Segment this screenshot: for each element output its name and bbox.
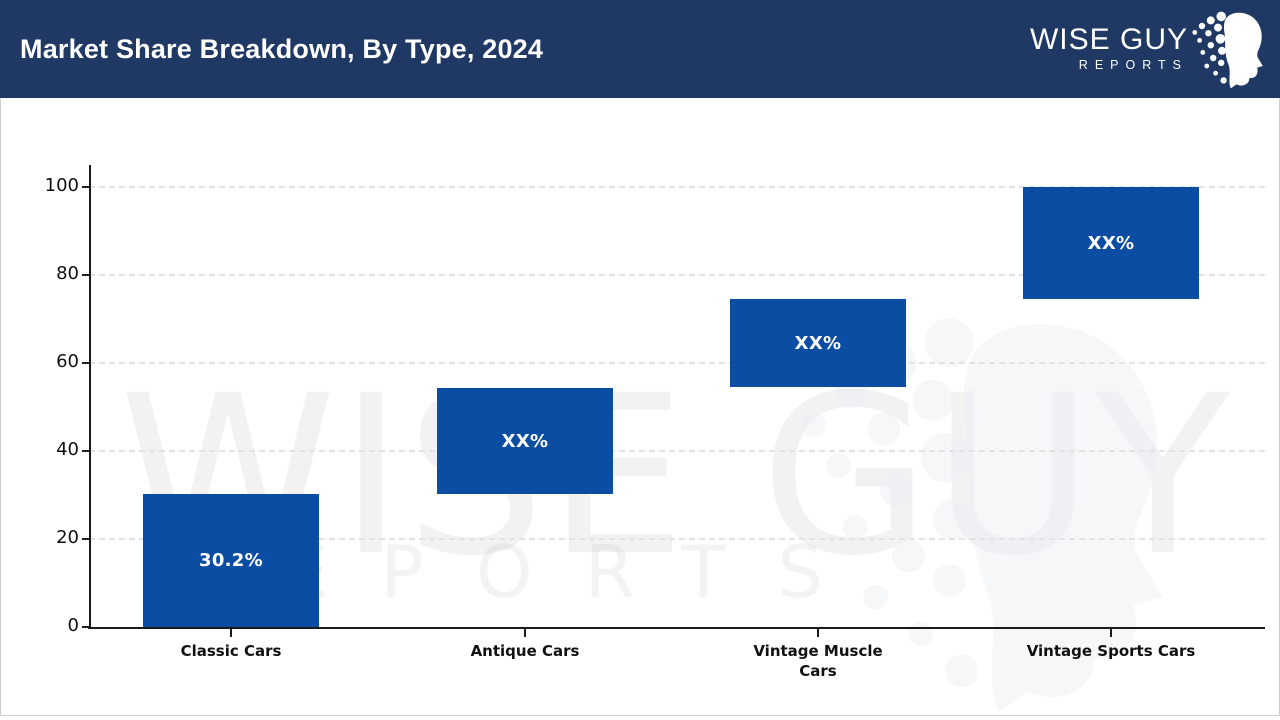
y-axis-line (89, 165, 91, 629)
y-gridline (89, 450, 1265, 452)
x-axis-tick-mark (1110, 629, 1112, 637)
x-axis-tick-mark (817, 629, 819, 637)
bar-segment: 30.2% (143, 494, 319, 627)
y-axis-tick-mark (82, 274, 89, 276)
x-axis-tick-mark (524, 629, 526, 637)
y-axis-tick-mark (82, 538, 89, 540)
x-axis-line (88, 627, 1265, 629)
y-axis-tick-label: 0 (67, 615, 79, 636)
y-axis-tick-label: 20 (56, 527, 79, 548)
watermark-face-icon (801, 318, 1163, 712)
bar-chart: 0 20 40 60 80 100 30.2% XX% XX% XX% Classic Cars An… (1, 98, 1279, 715)
y-gridline (89, 538, 1265, 540)
y-axis-tick-mark (82, 626, 89, 628)
bar-segment: XX% (437, 388, 613, 495)
header-bar: Market Share Breakdown, By Type, 2024 WI… (0, 0, 1280, 98)
x-axis-tick-mark (230, 629, 232, 637)
page-title: Market Share Breakdown, By Type, 2024 (20, 33, 544, 64)
x-axis-category-label: Antique Cars (470, 642, 580, 660)
bar-segment: XX% (1023, 187, 1199, 300)
bar-value-label: 30.2% (199, 550, 263, 572)
y-gridline (89, 362, 1265, 364)
x-axis-category-label: Classic Cars (180, 642, 282, 660)
chart-panel: WISE GUY REPORTS 0 20 40 60 80 100 30.2% XX% XX%… (0, 98, 1280, 716)
bar-value-label: XX% (794, 332, 842, 354)
bar-segment: XX% (730, 299, 906, 388)
y-axis-tick-label: 80 (56, 263, 79, 284)
y-axis-tick-label: 40 (56, 439, 79, 460)
x-axis-category-label: Vintage Muscle Cars (753, 642, 883, 681)
y-axis-tick-label: 60 (56, 351, 79, 372)
y-axis-tick-mark (82, 450, 89, 452)
y-gridline (89, 186, 1265, 188)
y-axis-tick-label: 100 (44, 175, 79, 196)
wiseguy-logo-subtitle: REPORTS (1078, 58, 1188, 72)
wiseguy-face-icon (1192, 11, 1263, 89)
wiseguy-logo-text: WISE GUY REPORTS (1029, 23, 1188, 73)
wiseguy-logo-name: WISE GUY (1029, 23, 1188, 56)
x-axis-category-label: Vintage Sports Cars (1026, 642, 1196, 660)
y-axis-tick-mark (82, 186, 89, 188)
wiseguy-logo: WISE GUY REPORTS (1016, 6, 1266, 94)
bar-value-label: XX% (501, 430, 549, 452)
y-gridline (89, 274, 1265, 276)
y-axis-tick-mark (82, 362, 89, 364)
bar-value-label: XX% (1087, 232, 1135, 254)
